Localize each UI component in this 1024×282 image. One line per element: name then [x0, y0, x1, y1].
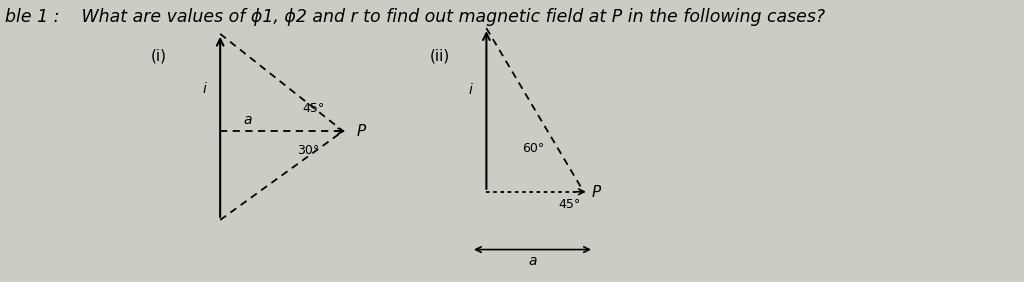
Text: a: a [528, 254, 537, 268]
Text: 45°: 45° [558, 198, 581, 211]
Text: ble 1 :    What are values of ϕ1, ϕ2 and r to find out magnetic field at P in th: ble 1 : What are values of ϕ1, ϕ2 and r … [5, 8, 825, 27]
Text: i: i [203, 82, 207, 96]
Text: i: i [469, 83, 473, 97]
Text: P: P [592, 185, 601, 200]
Text: 60°: 60° [522, 142, 545, 155]
Text: 45°: 45° [302, 102, 325, 115]
Text: P: P [356, 124, 366, 139]
Text: 30°: 30° [297, 144, 319, 157]
Text: (i): (i) [151, 49, 167, 64]
Text: (ii): (ii) [430, 49, 451, 64]
Text: a: a [244, 113, 252, 127]
